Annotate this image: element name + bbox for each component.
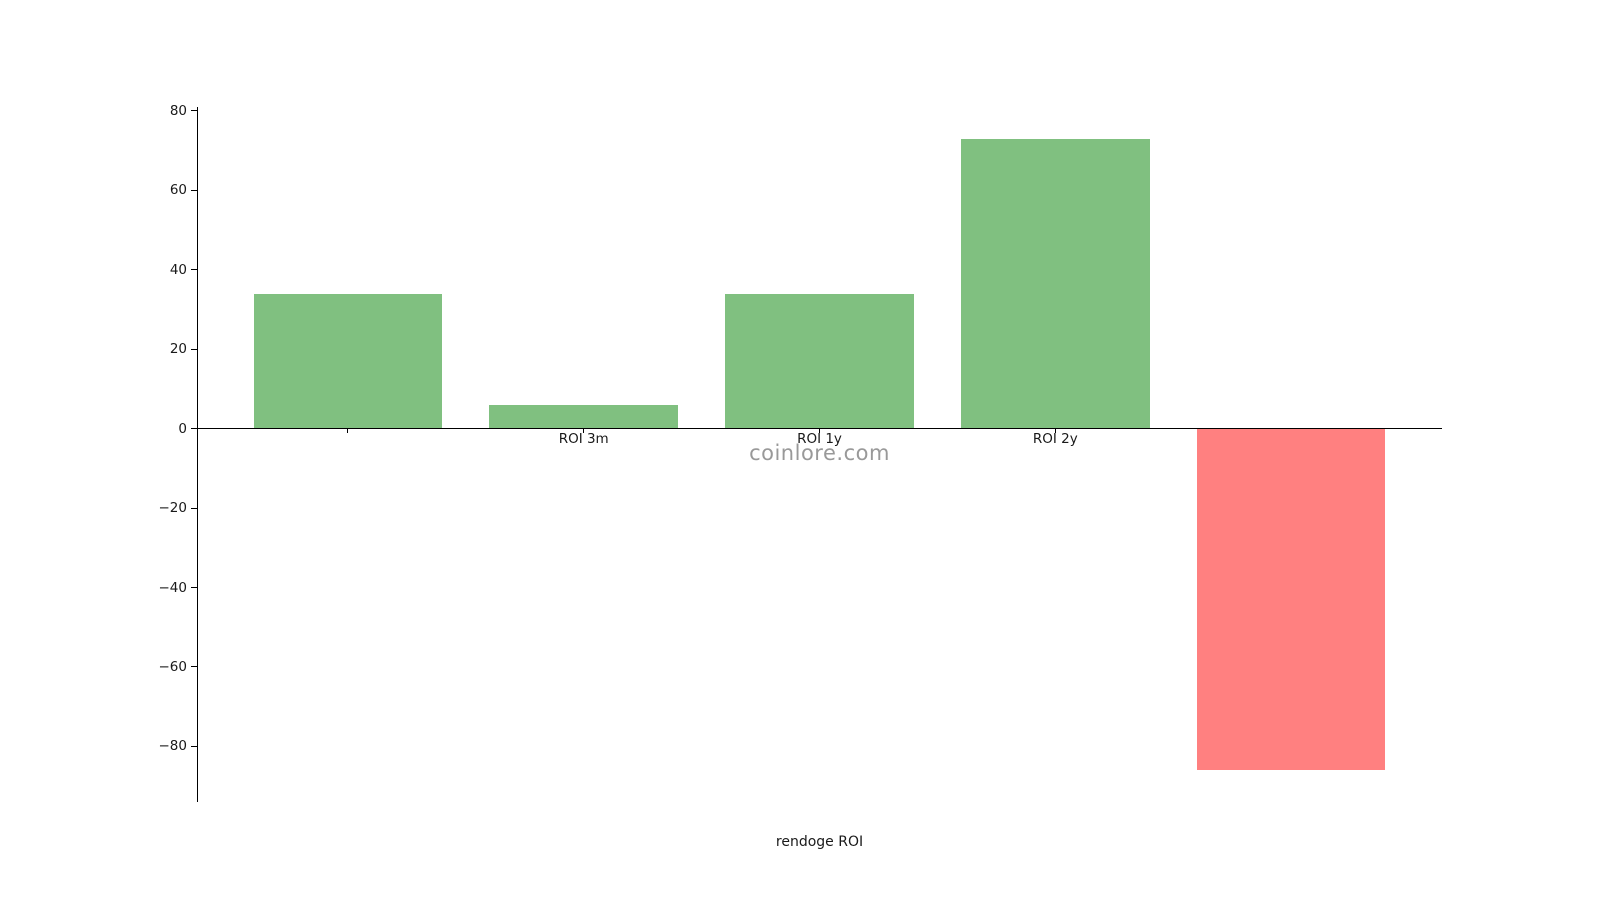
- x-axis-title: rendoge ROI: [775, 834, 864, 850]
- x-tick-label: ROI 2y: [1032, 430, 1078, 447]
- x-axis-zero-line: [197, 428, 1442, 430]
- y-axis-spine: [197, 107, 198, 802]
- y-tick-label: 80: [169, 102, 187, 119]
- y-tick-label: −40: [158, 579, 188, 596]
- y-tick-label: −60: [158, 658, 188, 675]
- x-tick-mark: [1054, 428, 1056, 433]
- bar-positive: [253, 293, 443, 429]
- y-tick-label: 20: [169, 341, 187, 358]
- y-tick-label: −80: [158, 738, 188, 755]
- y-tick-mark: [191, 507, 197, 509]
- y-tick-label: 60: [169, 182, 187, 199]
- bar-positive: [960, 138, 1150, 429]
- y-tick-mark: [191, 666, 197, 668]
- y-tick-label: −20: [158, 500, 188, 517]
- x-tick-mark: [819, 428, 820, 433]
- bar-negative: [1196, 428, 1386, 771]
- y-tick-mark: [191, 189, 197, 191]
- watermark: coinlore.com: [749, 441, 890, 465]
- y-tick-mark: [191, 745, 197, 747]
- y-tick-mark: [191, 587, 197, 589]
- bar-positive: [725, 293, 914, 429]
- y-tick-mark: [191, 269, 197, 271]
- x-tick-label: ROI 1y: [797, 430, 842, 447]
- y-tick-mark: [191, 110, 197, 112]
- y-tick-mark: [191, 428, 197, 430]
- x-tick-mark: [347, 428, 349, 433]
- bar-positive: [489, 404, 678, 429]
- x-tick-label: ROI 3m: [558, 430, 609, 447]
- y-tick-label: 0: [178, 420, 187, 437]
- y-tick-mark: [191, 348, 197, 350]
- x-tick-mark: [583, 428, 585, 433]
- y-tick-label: 40: [169, 261, 187, 278]
